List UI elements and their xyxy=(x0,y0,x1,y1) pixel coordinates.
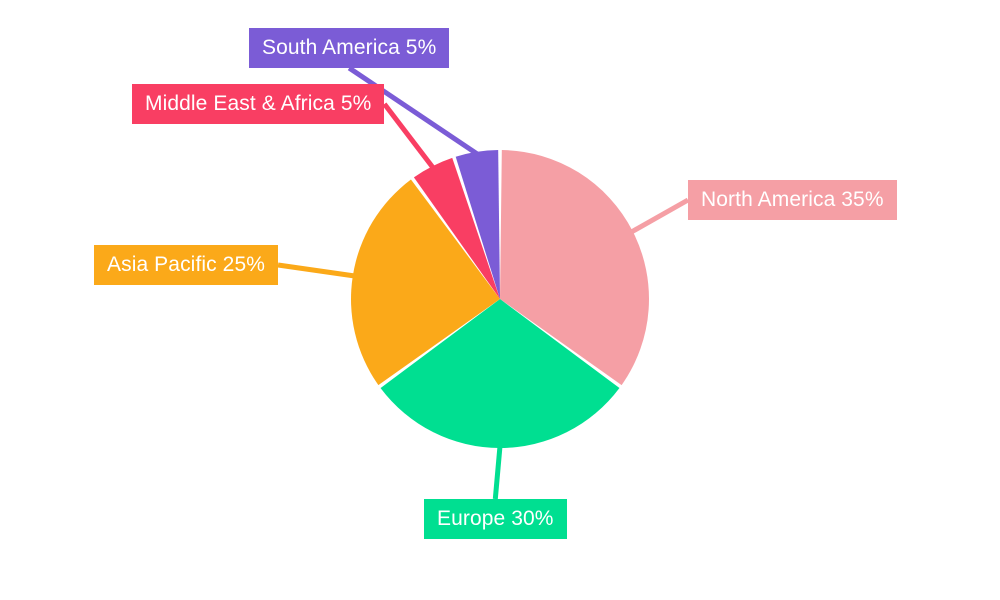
pie-label-middle-east-africa[interactable]: Middle East & Africa 5% xyxy=(132,84,385,124)
pie-label-asia-pacific[interactable]: Asia Pacific 25% xyxy=(94,245,279,285)
pie-label-south-america[interactable]: South America 5% xyxy=(249,28,450,68)
pie-slice-middle-east-africa[interactable] xyxy=(413,157,500,299)
leader-line-group xyxy=(277,65,690,500)
pie-label-europe[interactable]: Europe 30% xyxy=(424,499,567,539)
leader-line-middle-east-africa xyxy=(382,102,436,170)
leader-line-europe xyxy=(492,445,503,500)
leader-line-asia-pacific xyxy=(277,262,356,279)
leader-line-north-america xyxy=(629,197,690,235)
pie-slice-group xyxy=(351,150,649,448)
leader-line-south-america xyxy=(347,65,479,156)
pie-slice-north-america[interactable] xyxy=(500,150,649,386)
pie-label-north-america[interactable]: North America 35% xyxy=(688,180,897,220)
pie-slice-south-america[interactable] xyxy=(455,150,500,299)
pie-slice-europe[interactable] xyxy=(380,299,620,448)
pie-slice-asia-pacific[interactable] xyxy=(351,179,500,386)
